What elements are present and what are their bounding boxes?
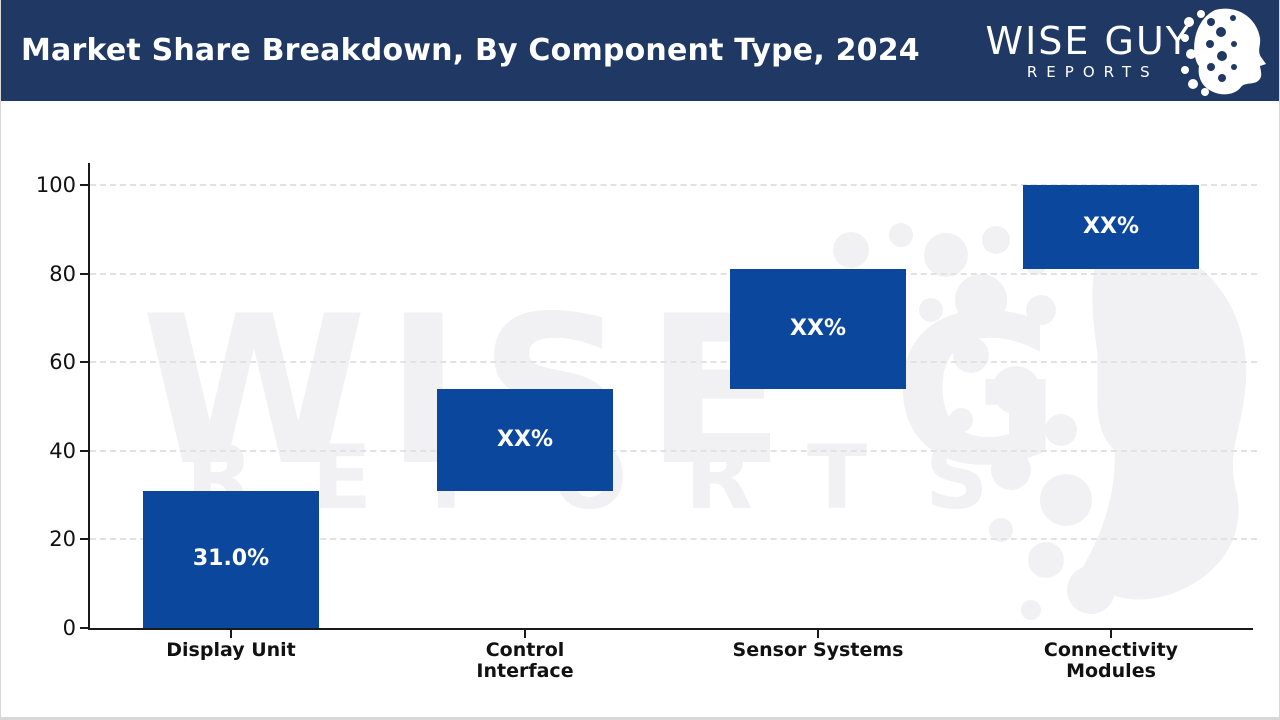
y-tick-label: 100 — [35, 173, 76, 198]
x-category-label: Connectivity Modules — [1043, 639, 1179, 682]
y-axis-line — [88, 163, 90, 630]
logo-head-icon — [1181, 8, 1266, 96]
gridline-60 — [90, 361, 1257, 364]
x-category-label: Sensor Systems — [732, 639, 904, 661]
x-category-label: Control Interface — [476, 639, 574, 682]
bar-2 — [730, 269, 906, 389]
bar-0 — [143, 490, 319, 628]
bar-value-label: XX% — [497, 426, 553, 452]
y-tick-0 — [80, 627, 88, 629]
y-tick-100 — [80, 184, 88, 187]
y-tick-label: 0 — [62, 616, 76, 640]
x-tick-1 — [524, 630, 526, 638]
wiseguy-logo: WISE GUY REPORTS — [986, 4, 1279, 98]
header-bar: Market Share Breakdown, By Component Typ… — [1, 0, 1279, 101]
logo-subtitle: REPORTS — [1026, 62, 1159, 81]
bar-1 — [437, 388, 613, 491]
gridline-80 — [90, 272, 1257, 275]
y-tick-label: 60 — [49, 350, 76, 375]
page-title: Market Share Breakdown, By Component Typ… — [21, 33, 920, 68]
y-tick-40 — [80, 449, 88, 452]
x-tick-2 — [817, 630, 819, 638]
y-tick-20 — [80, 538, 88, 541]
bar-value-label: XX% — [1083, 214, 1139, 240]
y-tick-label: 80 — [49, 261, 76, 286]
bar-value-label: XX% — [790, 316, 846, 342]
x-tick-0 — [230, 630, 232, 638]
x-axis-line — [88, 628, 1253, 630]
y-tick-60 — [80, 361, 88, 364]
gridline-40 — [90, 449, 1257, 452]
bar-3 — [1023, 185, 1199, 270]
logo-text: WISE GUY REPORTS — [986, 21, 1191, 81]
y-tick-label: 40 — [49, 438, 76, 463]
gridline-100 — [90, 184, 1257, 187]
x-category-label: Display Unit — [166, 639, 296, 661]
bar-value-label: 31.0% — [192, 546, 270, 572]
logo-wordmark: WISE GUY — [985, 18, 1191, 63]
gridline-20 — [90, 538, 1257, 541]
y-tick-80 — [80, 272, 88, 275]
waterfall-chart: 0 20 40 60 80 100 31.0% Display Unit XX% Control … — [1, 101, 1279, 717]
y-tick-label: 20 — [49, 527, 76, 552]
x-tick-3 — [1110, 630, 1112, 638]
